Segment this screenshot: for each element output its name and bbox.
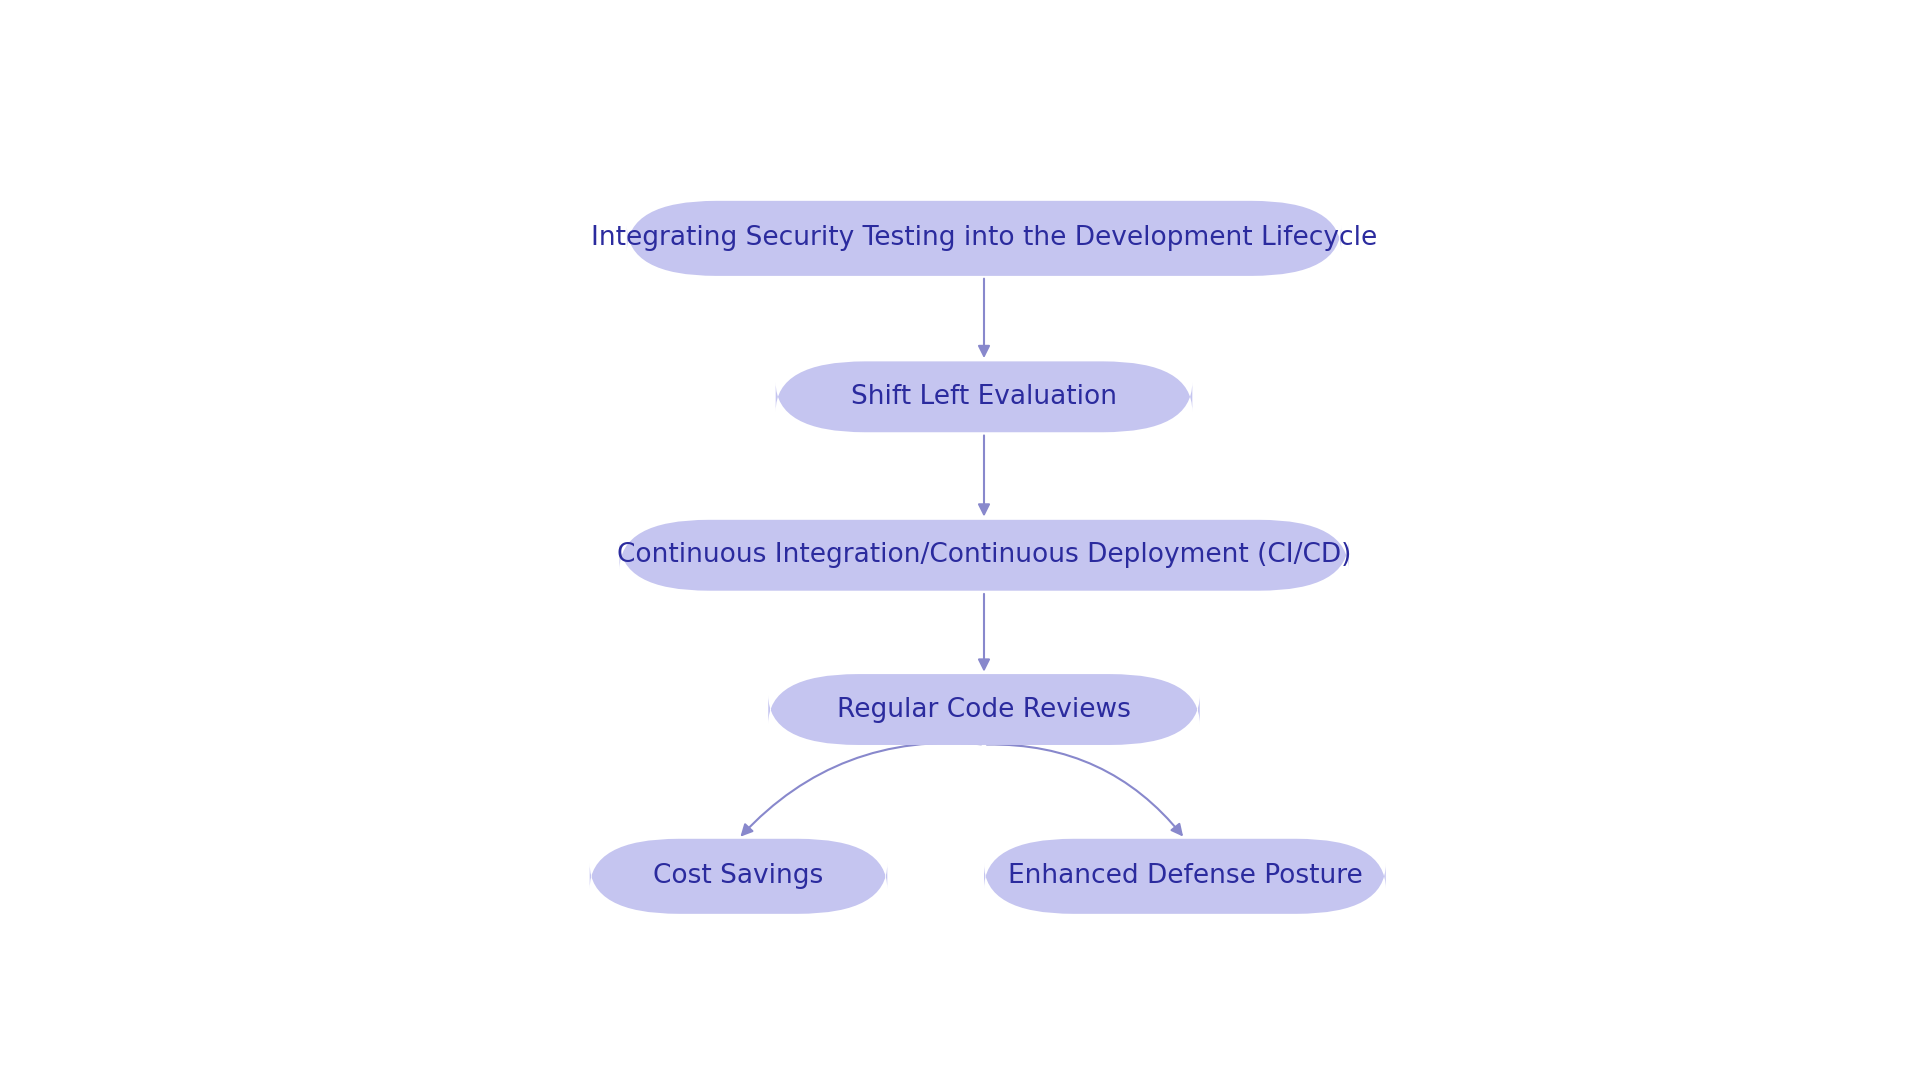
FancyBboxPatch shape — [768, 674, 1200, 745]
Text: Regular Code Reviews: Regular Code Reviews — [837, 696, 1131, 722]
FancyBboxPatch shape — [589, 839, 887, 914]
Text: Shift Left Evaluation: Shift Left Evaluation — [851, 383, 1117, 409]
FancyBboxPatch shape — [776, 362, 1192, 432]
FancyBboxPatch shape — [983, 839, 1386, 914]
Text: Integrating Security Testing into the Development Lifecycle: Integrating Security Testing into the De… — [591, 225, 1377, 251]
FancyBboxPatch shape — [620, 520, 1348, 590]
FancyBboxPatch shape — [626, 200, 1340, 276]
Text: Enhanced Defense Posture: Enhanced Defense Posture — [1008, 863, 1363, 889]
Text: Cost Savings: Cost Savings — [653, 863, 824, 889]
Text: Continuous Integration/Continuous Deployment (CI/CD): Continuous Integration/Continuous Deploy… — [616, 543, 1352, 569]
